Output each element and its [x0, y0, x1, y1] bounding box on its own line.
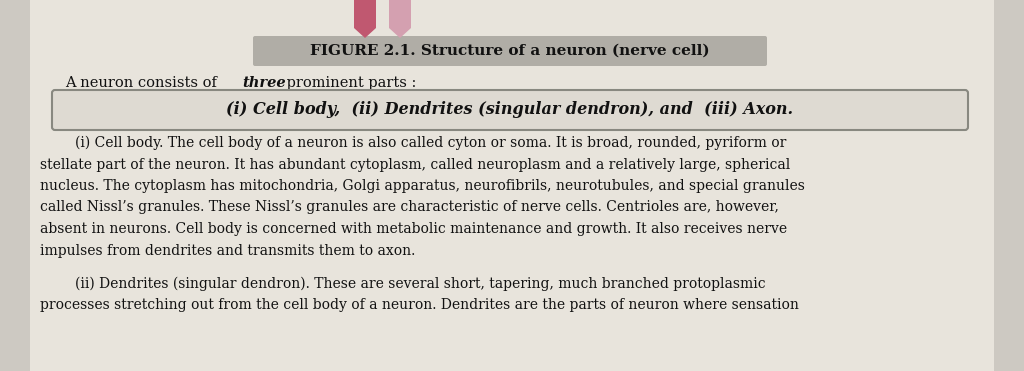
FancyBboxPatch shape	[52, 90, 968, 130]
Text: (ii) Dendrites (singular dendron). These are several short, tapering, much branc: (ii) Dendrites (singular dendron). These…	[40, 277, 766, 291]
Text: A neuron consists of: A neuron consists of	[65, 76, 221, 90]
FancyBboxPatch shape	[30, 0, 994, 371]
Text: stellate part of the neuron. It has abundant cytoplasm, called neuroplasm and a : stellate part of the neuron. It has abun…	[40, 158, 791, 171]
Text: nucleus. The cytoplasm has mitochondria, Golgi apparatus, neurofibrils, neurotub: nucleus. The cytoplasm has mitochondria,…	[40, 179, 805, 193]
FancyBboxPatch shape	[253, 36, 767, 66]
Text: processes stretching out from the cell body of a neuron. Dendrites are the parts: processes stretching out from the cell b…	[40, 299, 799, 312]
Text: (i) Cell body,  (ii) Dendrites (singular dendron), and  (iii) Axon.: (i) Cell body, (ii) Dendrites (singular …	[226, 102, 794, 118]
Polygon shape	[389, 0, 411, 38]
Text: called Nissl’s granules. These Nissl’s granules are characteristic of nerve cell: called Nissl’s granules. These Nissl’s g…	[40, 200, 779, 214]
Text: FIGURE 2.1. Structure of a neuron (nerve cell): FIGURE 2.1. Structure of a neuron (nerve…	[310, 44, 710, 58]
Polygon shape	[354, 0, 376, 38]
Text: absent in neurons. Cell body is concerned with metabolic maintenance and growth.: absent in neurons. Cell body is concerne…	[40, 222, 787, 236]
Text: three: three	[242, 76, 286, 90]
Text: prominent parts :: prominent parts :	[282, 76, 417, 90]
Text: (i) Cell body. The cell body of a neuron is also called cyton or soma. It is bro: (i) Cell body. The cell body of a neuron…	[40, 136, 786, 150]
Text: impulses from dendrites and transmits them to axon.: impulses from dendrites and transmits th…	[40, 243, 416, 257]
